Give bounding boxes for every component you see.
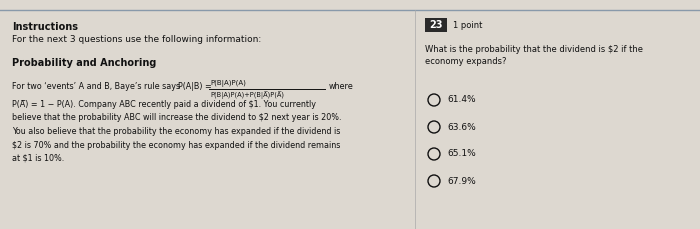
Text: believe that the probability ABC will increase the dividend to $2 next year is 2: believe that the probability ABC will in…: [12, 114, 342, 123]
Text: P(A|B) =: P(A|B) =: [178, 82, 211, 91]
Text: 23: 23: [429, 20, 442, 30]
Text: P(B|A)P(A): P(B|A)P(A): [210, 80, 246, 87]
Text: 1 point: 1 point: [453, 21, 482, 30]
Text: For the next 3 questions use the following information:: For the next 3 questions use the followi…: [12, 35, 261, 44]
Text: What is the probability that the dividend is $2 if the
economy expands?: What is the probability that the dividen…: [425, 45, 643, 66]
Text: P(A̅) = 1 − P(A). Company ABC recently paid a dividend of $1. You currently: P(A̅) = 1 − P(A). Company ABC recently p…: [12, 100, 316, 109]
Bar: [425, 18, 447, 32]
Text: at $1 is 10%.: at $1 is 10%.: [12, 154, 64, 163]
Text: 63.6%: 63.6%: [447, 123, 476, 131]
Text: For two ‘events’ A and B, Baye’s rule says: For two ‘events’ A and B, Baye’s rule sa…: [12, 82, 180, 91]
Text: Instructions: Instructions: [12, 22, 78, 32]
Text: 61.4%: 61.4%: [447, 95, 475, 104]
Text: P(B|A)P(A)+P(B|A̅)P(A̅): P(B|A)P(A)+P(B|A̅)P(A̅): [210, 91, 284, 99]
Text: Probability and Anchoring: Probability and Anchoring: [12, 58, 156, 68]
Text: $2 is 70% and the probability the economy has expanded if the dividend remains: $2 is 70% and the probability the econom…: [12, 141, 340, 150]
Text: 67.9%: 67.9%: [447, 177, 476, 185]
Text: 65.1%: 65.1%: [447, 150, 476, 158]
Text: You also believe that the probability the economy has expanded if the dividend i: You also believe that the probability th…: [12, 127, 340, 136]
Text: where: where: [329, 82, 354, 91]
